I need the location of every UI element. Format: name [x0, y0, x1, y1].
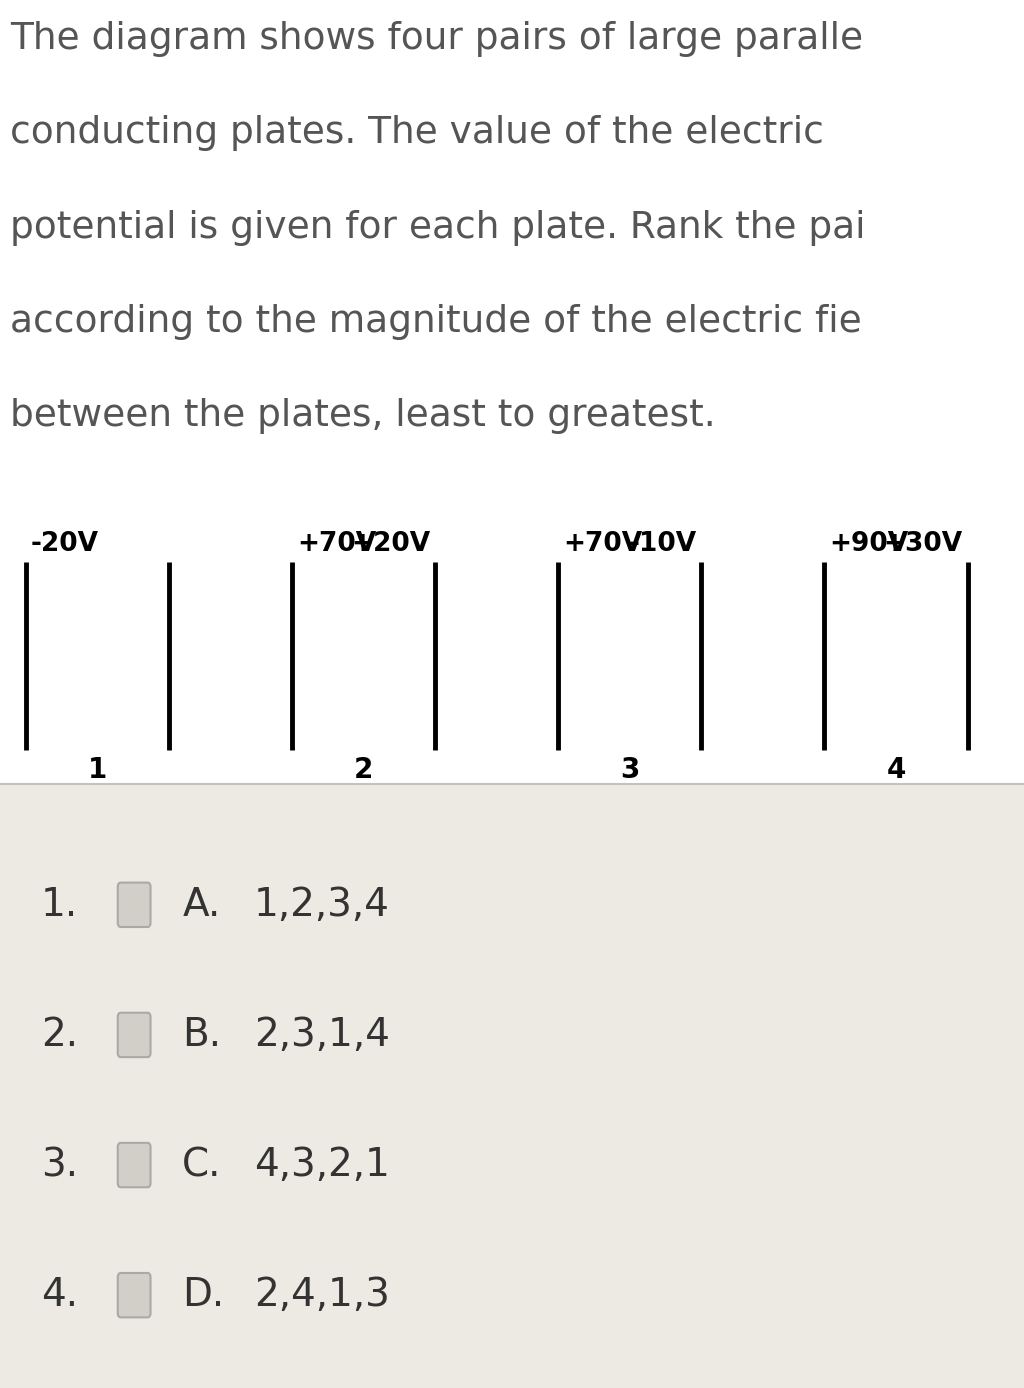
Text: +70V: +70V: [563, 530, 642, 557]
Text: 2,3,1,4: 2,3,1,4: [254, 1016, 390, 1053]
FancyBboxPatch shape: [118, 1142, 151, 1187]
Text: 3: 3: [621, 756, 639, 784]
Text: B.: B.: [182, 1016, 221, 1053]
Text: +70V: +70V: [297, 530, 376, 557]
Text: -20V: -20V: [31, 530, 98, 557]
Text: 1: 1: [88, 756, 106, 784]
Text: 3.: 3.: [41, 1146, 78, 1184]
FancyBboxPatch shape: [118, 1013, 151, 1058]
Text: +20V: +20V: [351, 530, 430, 557]
Text: +90V: +90V: [829, 530, 908, 557]
Bar: [0, 784, 1024, 1388]
Text: +30V: +30V: [884, 530, 963, 557]
Text: 2,4,1,3: 2,4,1,3: [254, 1276, 390, 1314]
Text: 2.: 2.: [41, 1016, 78, 1053]
Text: conducting plates. The value of the electric: conducting plates. The value of the elec…: [10, 115, 824, 151]
Text: The diagram shows four pairs of large paralle: The diagram shows four pairs of large pa…: [10, 21, 863, 57]
Text: 4: 4: [887, 756, 905, 784]
Text: 4,3,2,1: 4,3,2,1: [254, 1146, 390, 1184]
Text: C.: C.: [182, 1146, 222, 1184]
Text: D.: D.: [182, 1276, 224, 1314]
Text: -10V: -10V: [628, 530, 696, 557]
Bar: [0, 0, 1024, 784]
FancyBboxPatch shape: [118, 1273, 151, 1317]
Text: potential is given for each plate. Rank the pai: potential is given for each plate. Rank …: [10, 210, 865, 246]
Text: between the plates, least to greatest.: between the plates, least to greatest.: [10, 398, 716, 434]
Text: 2: 2: [354, 756, 373, 784]
Text: 4.: 4.: [41, 1276, 78, 1314]
Text: A.: A.: [182, 886, 220, 924]
FancyBboxPatch shape: [118, 883, 151, 927]
Text: 1.: 1.: [41, 886, 78, 924]
Text: according to the magnitude of the electric fie: according to the magnitude of the electr…: [10, 304, 862, 340]
Text: 1,2,3,4: 1,2,3,4: [254, 886, 390, 924]
